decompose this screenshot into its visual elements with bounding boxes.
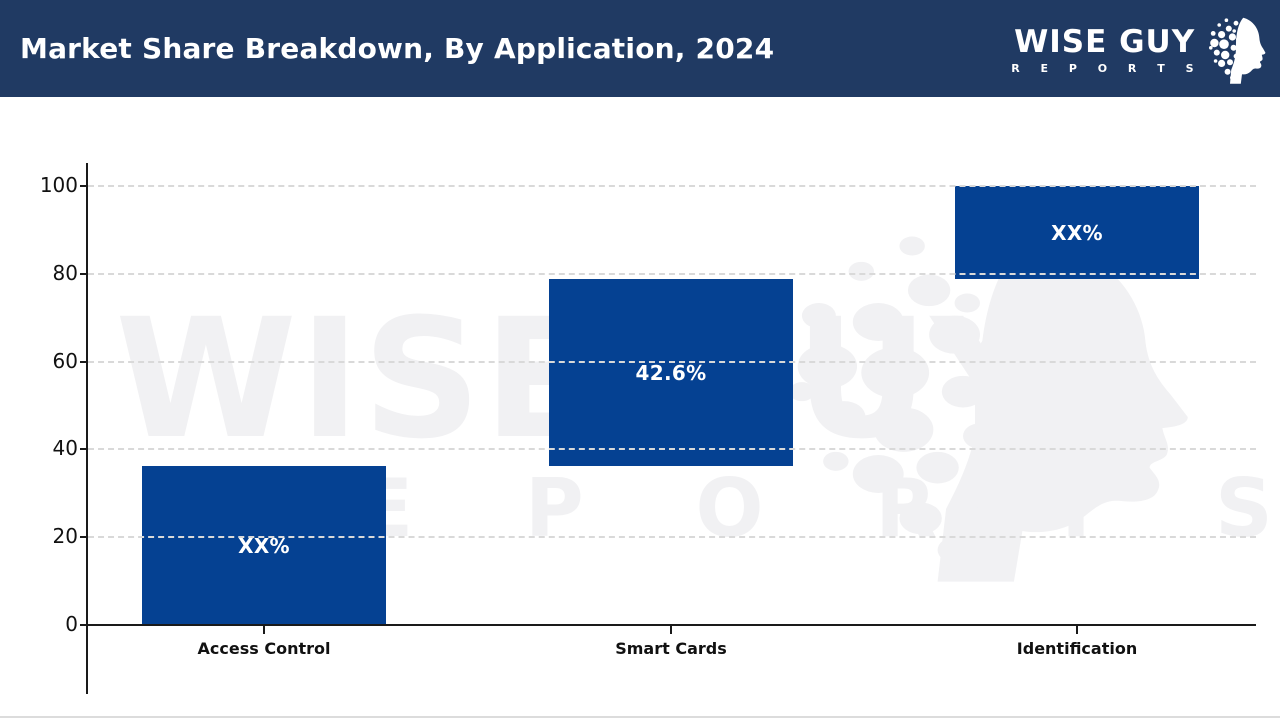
y-tick-label-0: 0 [65,612,78,636]
gridline-40 [88,448,1256,451]
bottom-divider [0,716,1280,718]
x-category-label: Smart Cards [615,639,727,658]
y-tick-label-80: 80 [52,260,78,285]
x-tick-2 [670,626,672,634]
y-tick-60 [80,360,88,363]
y-tick-label-40: 40 [52,436,78,461]
y-tick-label-100: 100 [39,173,78,197]
x-category-label: Identification [1016,639,1138,658]
gridline-60 [88,360,1256,363]
x-tick-3 [1076,626,1078,634]
gridline-100 [88,185,1256,187]
bar-value-label: XX% [1051,220,1103,245]
x-tick-1 [263,626,265,634]
bar-value-label: 42.6% [635,360,707,385]
logo-subtitle: R E P O R T S [1011,61,1202,75]
y-axis-line [86,163,88,694]
bar-identification: XX% [955,186,1199,280]
gridline-80 [88,272,1256,275]
x-category-label: Access Control [197,639,331,658]
bar-access-control: XX% [142,466,386,625]
y-tick-label-60: 60 [52,348,78,373]
wiseguy-logo: WISE GUY R E P O R T S [1007,8,1266,90]
header-bar: Market Share Breakdown, By Application, … [0,0,1280,97]
y-tick-80 [80,272,88,275]
y-tick-100 [80,185,88,187]
wiseguy-face-icon [1206,13,1266,85]
plot-area: 0 20 40 60 80 100 XX% Access Control 42.6% Smart … [0,97,1280,720]
chart-title: Market Share Breakdown, By Application, … [20,32,775,65]
gridline-20 [88,536,1256,539]
x-axis-line [86,624,1256,626]
y-tick-40 [80,448,88,451]
y-tick-0 [80,624,88,626]
logo-wordmark: WISE GUY [1014,23,1196,60]
y-tick-20 [80,536,88,539]
bar-smart-cards: 42.6% [549,279,793,467]
y-tick-label-20: 20 [52,524,78,549]
